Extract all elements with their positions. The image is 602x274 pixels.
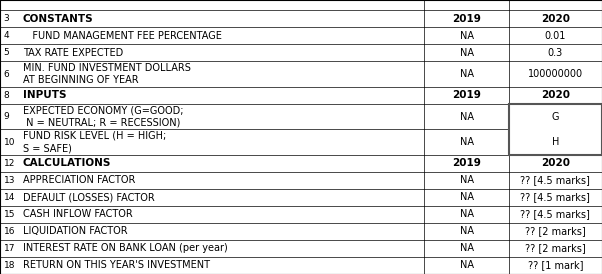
Text: DEFAULT (LOSSES) FACTOR: DEFAULT (LOSSES) FACTOR bbox=[23, 192, 155, 202]
Text: TAX RATE EXPECTED: TAX RATE EXPECTED bbox=[23, 48, 123, 58]
Text: NA: NA bbox=[459, 31, 474, 41]
Text: FUND RISK LEVEL (H = HIGH;
S = SAFE): FUND RISK LEVEL (H = HIGH; S = SAFE) bbox=[23, 131, 166, 153]
Text: 10: 10 bbox=[4, 138, 15, 147]
Text: 2020: 2020 bbox=[541, 14, 570, 24]
Text: 12: 12 bbox=[4, 159, 15, 168]
Text: APPRECIATION FACTOR: APPRECIATION FACTOR bbox=[23, 175, 135, 185]
Text: 2019: 2019 bbox=[452, 14, 481, 24]
Text: ?? [4.5 marks]: ?? [4.5 marks] bbox=[520, 175, 591, 185]
Text: EXPECTED ECONOMY (G=GOOD;
 N = NEUTRAL; R = RECESSION): EXPECTED ECONOMY (G=GOOD; N = NEUTRAL; R… bbox=[23, 105, 184, 128]
Text: 2019: 2019 bbox=[452, 90, 481, 100]
Text: INPUTS: INPUTS bbox=[23, 90, 66, 100]
Text: INTEREST RATE ON BANK LOAN (per year): INTEREST RATE ON BANK LOAN (per year) bbox=[23, 244, 228, 253]
Text: NA: NA bbox=[459, 209, 474, 219]
Text: 17: 17 bbox=[4, 244, 15, 253]
Text: MIN. FUND INVESTMENT DOLLARS
AT BEGINNING OF YEAR: MIN. FUND INVESTMENT DOLLARS AT BEGINNIN… bbox=[23, 63, 191, 85]
Text: FUND MANAGEMENT FEE PERCENTAGE: FUND MANAGEMENT FEE PERCENTAGE bbox=[23, 31, 222, 41]
Text: CALCULATIONS: CALCULATIONS bbox=[23, 158, 111, 169]
Text: 6: 6 bbox=[4, 70, 10, 79]
Text: 2020: 2020 bbox=[541, 90, 570, 100]
Text: LIQUIDATION FACTOR: LIQUIDATION FACTOR bbox=[23, 226, 128, 236]
Text: 2019: 2019 bbox=[452, 158, 481, 169]
Text: ?? [4.5 marks]: ?? [4.5 marks] bbox=[520, 192, 591, 202]
Text: ?? [4.5 marks]: ?? [4.5 marks] bbox=[520, 209, 591, 219]
Text: 9: 9 bbox=[4, 112, 10, 121]
Text: G: G bbox=[551, 112, 559, 122]
Text: 4: 4 bbox=[4, 31, 9, 40]
Text: 3: 3 bbox=[4, 14, 10, 23]
Text: NA: NA bbox=[459, 112, 474, 122]
Text: 100000000: 100000000 bbox=[528, 69, 583, 79]
Text: NA: NA bbox=[459, 261, 474, 270]
Text: NA: NA bbox=[459, 226, 474, 236]
Text: 8: 8 bbox=[4, 91, 10, 100]
Text: NA: NA bbox=[459, 137, 474, 147]
Text: CASH INFLOW FACTOR: CASH INFLOW FACTOR bbox=[23, 209, 132, 219]
Text: NA: NA bbox=[459, 69, 474, 79]
Text: NA: NA bbox=[459, 244, 474, 253]
Text: 2020: 2020 bbox=[541, 158, 570, 169]
Text: H: H bbox=[551, 137, 559, 147]
Text: 5: 5 bbox=[4, 48, 10, 57]
Text: 0.01: 0.01 bbox=[545, 31, 566, 41]
Text: NA: NA bbox=[459, 192, 474, 202]
Text: NA: NA bbox=[459, 175, 474, 185]
Text: 0.3: 0.3 bbox=[548, 48, 563, 58]
Text: 14: 14 bbox=[4, 193, 15, 202]
Text: RETURN ON THIS YEAR'S INVESTMENT: RETURN ON THIS YEAR'S INVESTMENT bbox=[23, 261, 210, 270]
Text: 18: 18 bbox=[4, 261, 15, 270]
Text: 13: 13 bbox=[4, 176, 15, 185]
Text: ?? [2 marks]: ?? [2 marks] bbox=[525, 226, 586, 236]
Text: CONSTANTS: CONSTANTS bbox=[23, 14, 93, 24]
Text: 16: 16 bbox=[4, 227, 15, 236]
Text: ?? [2 marks]: ?? [2 marks] bbox=[525, 244, 586, 253]
Text: ?? [1 mark]: ?? [1 mark] bbox=[527, 261, 583, 270]
Text: NA: NA bbox=[459, 48, 474, 58]
Bar bbox=[509, 104, 602, 155]
Text: 15: 15 bbox=[4, 210, 15, 219]
